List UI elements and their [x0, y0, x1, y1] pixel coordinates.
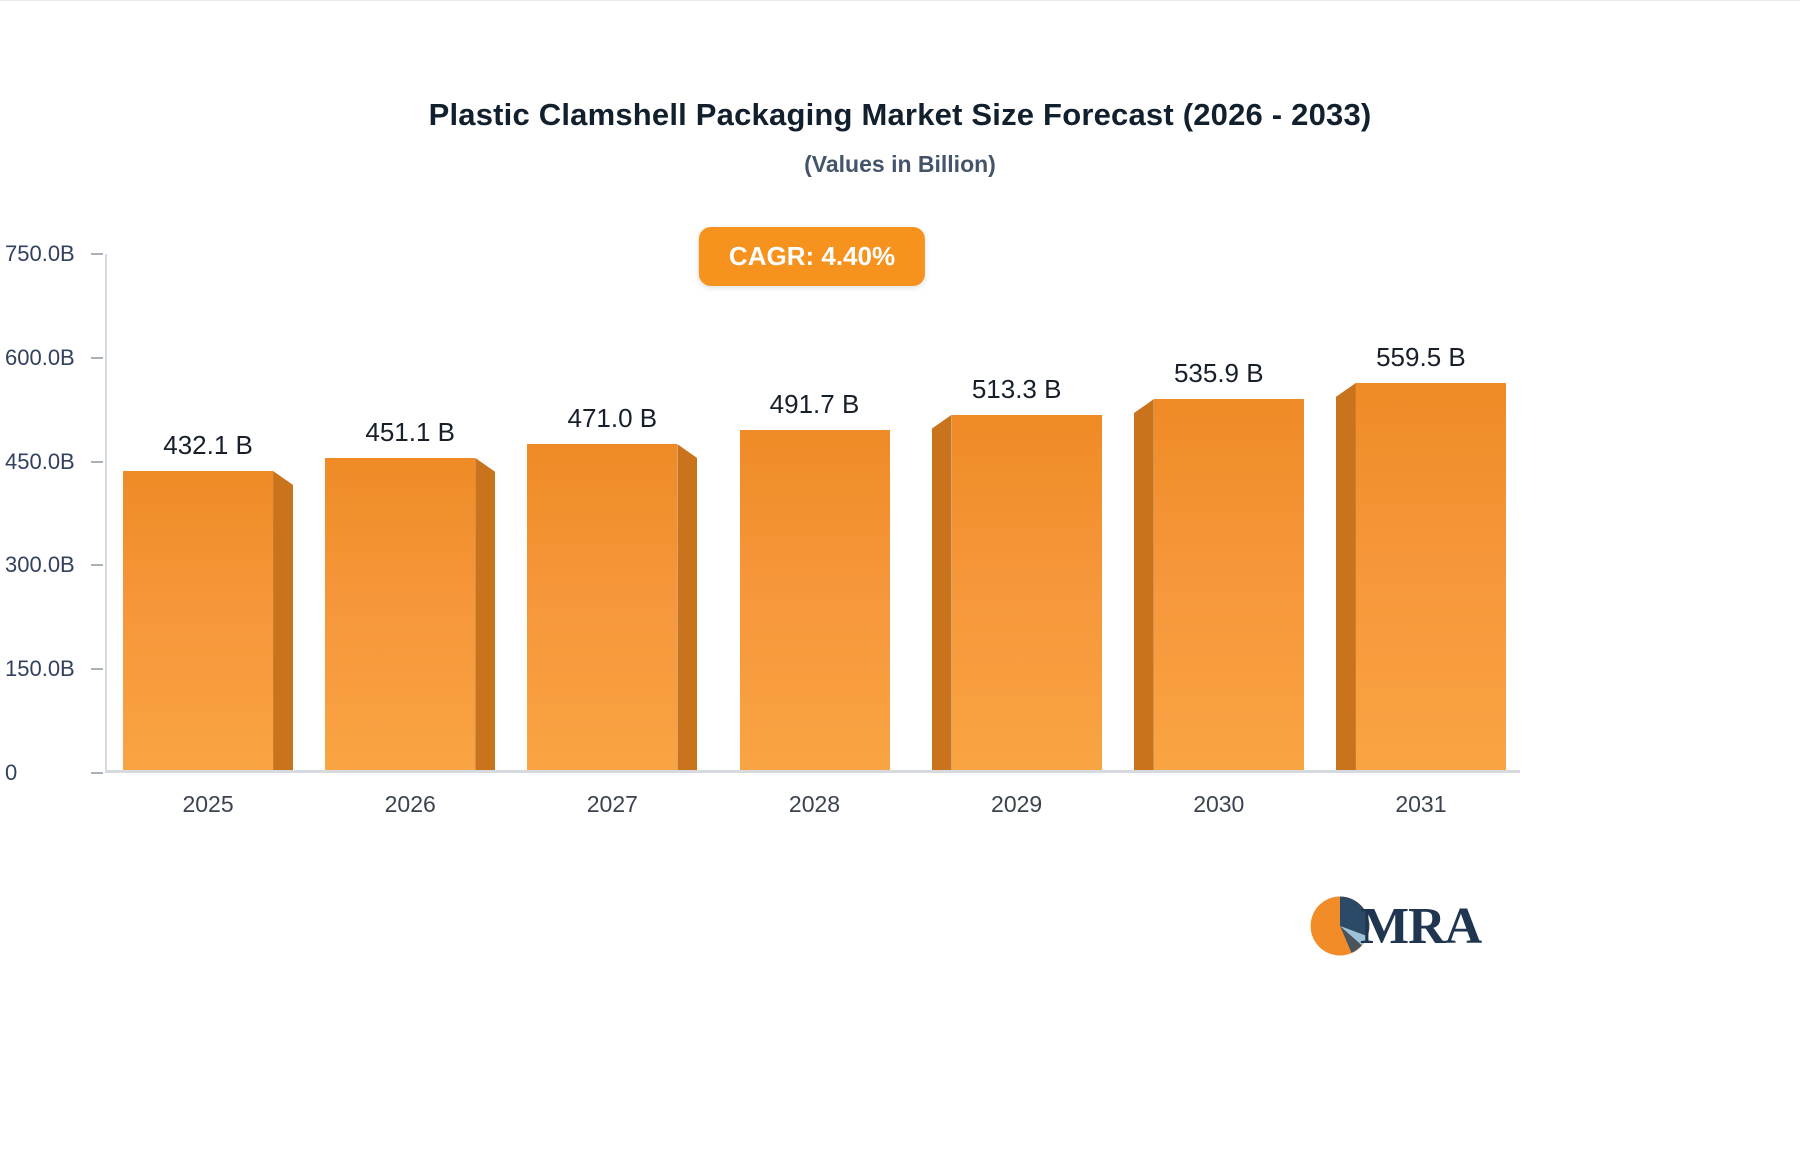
bar-face: [1153, 399, 1304, 770]
x-axis-label: 2031: [1395, 791, 1447, 817]
bar-value-label: 491.7 B: [769, 388, 860, 419]
bar-value-label: 559.5 B: [1376, 341, 1466, 372]
bar-2026: 451.1 B: [325, 417, 496, 770]
bar-side-face: [931, 414, 952, 770]
bar-2027: 471.0 B: [527, 403, 698, 770]
x-axis-label: 2030: [1193, 791, 1245, 817]
bar-2028: 491.7 B: [739, 389, 890, 770]
mra-logo-pie-icon: [1310, 896, 1370, 956]
y-axis-tick-label: 450.0B: [5, 448, 75, 474]
bar-2030: 535.9 B: [1133, 358, 1304, 770]
bar-side-face: [475, 457, 496, 770]
x-axis-label: 2028: [788, 791, 841, 817]
y-axis-tick-label: 600.0B: [5, 344, 75, 370]
y-axis-tick-label: 300.0B: [5, 552, 75, 578]
bar-side-face: [1335, 382, 1356, 770]
y-axis-tick-mark: [91, 460, 103, 463]
y-axis-tick-label: 150.0B: [5, 656, 75, 682]
bar-face: [123, 471, 274, 770]
y-axis-tick-mark: [91, 772, 103, 774]
mra-logo: MRA: [1308, 894, 1482, 958]
bar-side-face: [677, 444, 698, 770]
y-axis-tick-mark: [91, 356, 103, 359]
y-axis-tick-mark: [91, 253, 103, 255]
x-axis-label: 2027: [586, 791, 638, 817]
bar-side-face: [1133, 399, 1154, 770]
chart-subtitle: (Values in Billion): [804, 151, 996, 177]
y-axis-tick-mark: [91, 668, 103, 671]
bar-value-label: 535.9 B: [1173, 358, 1264, 389]
bar-value-label: 471.0 B: [567, 403, 658, 434]
bar-2031: 559.5 B: [1335, 342, 1506, 770]
bar-side-face: [273, 471, 294, 770]
x-axis-label: 2029: [991, 791, 1043, 817]
bar-face: [325, 457, 476, 770]
bar-face: [1355, 382, 1506, 770]
bar-2025: 432.1 B: [123, 430, 294, 770]
plot-area: 750.0B 600.0B 450.0B 300.0B 150.0B 0 432.1 B 20…: [5, 241, 1520, 817]
bar-face: [951, 414, 1102, 770]
bar-value-label: 432.1 B: [163, 430, 253, 460]
mra-logo-text: MRA: [1360, 897, 1482, 955]
cagr-badge: CAGR: 4.40%: [698, 227, 926, 286]
y-axis-tick-mark: [91, 564, 103, 567]
chart-title: Plastic Clamshell Packaging Market Size …: [428, 97, 1372, 132]
x-axis-label: 2025: [182, 791, 234, 817]
y-axis-tick-label: 750.0B: [5, 241, 75, 266]
x-axis-label: 2026: [384, 791, 436, 817]
bar-2029: 513.3 B: [931, 374, 1102, 770]
bar-face: [739, 429, 890, 770]
bar-value-label: 513.3 B: [971, 373, 1062, 404]
bar-face: [527, 444, 678, 770]
bar-value-label: 451.1 B: [365, 416, 456, 447]
y-axis-tick-label: 0: [5, 760, 18, 785]
